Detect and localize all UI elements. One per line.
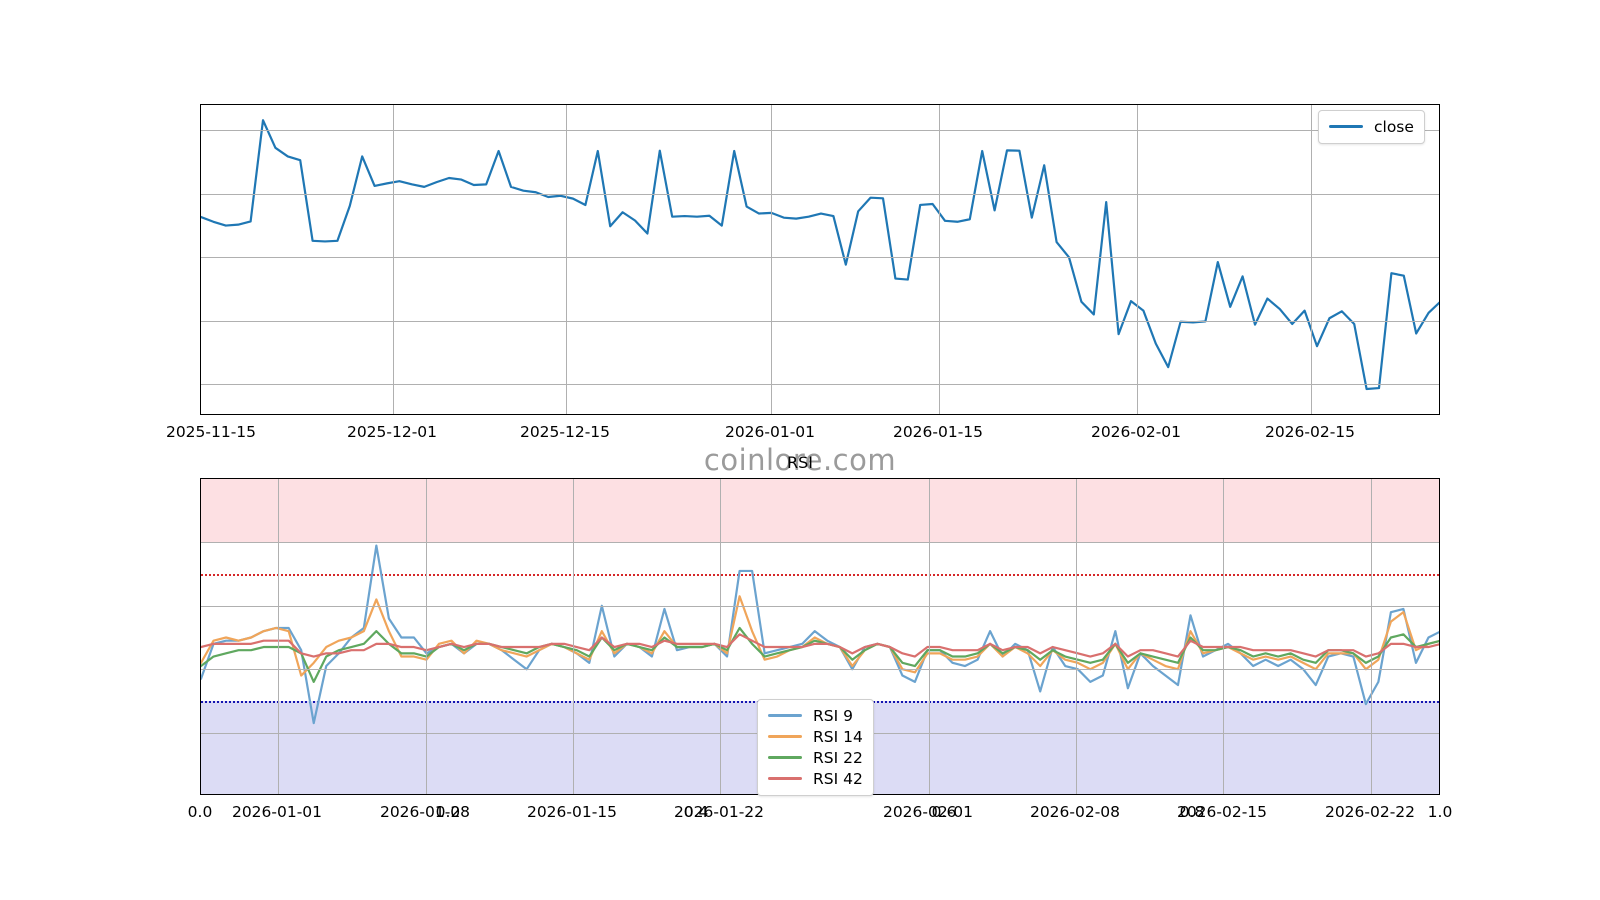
rsi-gridline-h	[201, 542, 1439, 544]
rsi-x-tick: 2026-02-15	[1176, 803, 1268, 821]
rsi-line-rsi-42	[201, 633, 1439, 658]
rsi-x-tick-ghost: 1.0	[1427, 803, 1453, 821]
price-legend[interactable]: close	[1318, 110, 1425, 144]
rsi-title: RSI	[787, 453, 813, 472]
rsi-x-tick: 2026-01-08	[379, 803, 471, 821]
rsi-gridline-v	[1076, 479, 1077, 794]
rsi-gridline-v	[278, 479, 279, 794]
rsi-gridline-v	[1223, 479, 1224, 794]
rsi-y-tickmark	[200, 479, 201, 480]
rsi-gridline-v	[426, 479, 427, 794]
price-x-tick: 2025-12-01	[346, 423, 438, 441]
price-gridline-h	[201, 257, 1439, 259]
rsi-gridline-h	[201, 669, 1439, 671]
price-y-tickmark	[200, 194, 201, 195]
price-gridline-v	[1137, 105, 1138, 414]
legend-color-swatch	[768, 714, 802, 717]
rsi-x-tick: 2026-02-08	[1029, 803, 1121, 821]
rsi-gridline-h	[201, 605, 1439, 607]
legend-entry[interactable]: RSI 9	[768, 705, 863, 726]
price-gridline-h	[201, 130, 1439, 132]
rsi-x-tick-ghost: 0.8	[1179, 803, 1205, 821]
price-x-tick: 2025-11-15	[165, 423, 257, 441]
price-gridline-v	[939, 105, 940, 414]
rsi-line-rsi-22	[201, 626, 1439, 683]
price-y-tickmark	[200, 321, 201, 322]
legend-entry[interactable]: RSI 22	[768, 747, 863, 768]
legend-color-swatch	[768, 777, 802, 780]
price-gridline-h	[201, 384, 1439, 386]
rsi-x-tick-ghost: 0.2	[435, 803, 461, 821]
legend-label: RSI 22	[813, 748, 863, 767]
price-gridline-v	[566, 105, 567, 414]
rsi-series-group	[201, 544, 1439, 725]
price-y-tickmark	[200, 257, 201, 258]
legend-color-swatch	[1329, 125, 1363, 128]
legend-entry[interactable]: close	[1329, 116, 1414, 137]
legend-label: RSI 14	[813, 727, 863, 746]
legend-label: RSI 9	[813, 706, 853, 725]
overbought-band	[201, 479, 1439, 543]
legend-label: close	[1374, 117, 1414, 136]
price-y-tickmark	[200, 384, 201, 385]
price-gridline-v	[771, 105, 772, 414]
price-x-tick: 2026-01-01	[724, 423, 816, 441]
price-plot-area	[200, 104, 1440, 415]
rsi-legend[interactable]: RSI 9 RSI 14 RSI 22 RSI 42	[757, 699, 874, 796]
rsi-line-rsi-14	[201, 595, 1439, 677]
rsi-x-tick: 2026-02-22	[1324, 803, 1416, 821]
price-x-tick: 2026-02-15	[1264, 423, 1356, 441]
price-gridline-v	[1311, 105, 1312, 414]
rsi-gridline-v	[1371, 479, 1372, 794]
legend-entry[interactable]: RSI 14	[768, 726, 863, 747]
rsi-gridline-v	[929, 479, 930, 794]
rsi-gridline-v	[573, 479, 574, 794]
watermark: coinlore.com	[703, 443, 897, 477]
price-y-tickmark	[200, 130, 201, 131]
legend-color-swatch	[768, 735, 802, 738]
price-x-tick: 2025-12-15	[519, 423, 611, 441]
price-x-tick: 2026-02-01	[1090, 423, 1182, 441]
rsi-gridline-v	[720, 479, 721, 794]
rsi-x-tick-ghost: 0.4	[683, 803, 709, 821]
rsi-y-tickmark	[200, 733, 201, 734]
legend-label: RSI 42	[813, 769, 863, 788]
price-gridline-h	[201, 193, 1439, 195]
overbought-level-line	[201, 574, 1439, 577]
rsi-x-tick: 2026-02-01	[882, 803, 974, 821]
legend-entry[interactable]: RSI 42	[768, 768, 863, 789]
price-gridline-v	[393, 105, 394, 414]
close-line	[201, 119, 1439, 391]
rsi-x-tick: 2026-01-22	[673, 803, 765, 821]
rsi-line-rsi-9	[201, 544, 1439, 725]
price-x-tick: 2026-01-15	[892, 423, 984, 441]
rsi-x-tick: 2026-01-15	[526, 803, 618, 821]
rsi-x-tick: 2026-01-01	[231, 803, 323, 821]
price-gridline-h	[201, 320, 1439, 322]
rsi-x-tick-ghost: 0.0	[187, 803, 213, 821]
rsi-y-tickmark	[200, 669, 201, 670]
rsi-x-tick-ghost: 0.6	[931, 803, 957, 821]
price-close-series	[201, 119, 1439, 391]
rsi-y-tickmark	[200, 606, 201, 607]
legend-color-swatch	[768, 756, 802, 759]
rsi-y-tickmark	[200, 542, 201, 543]
